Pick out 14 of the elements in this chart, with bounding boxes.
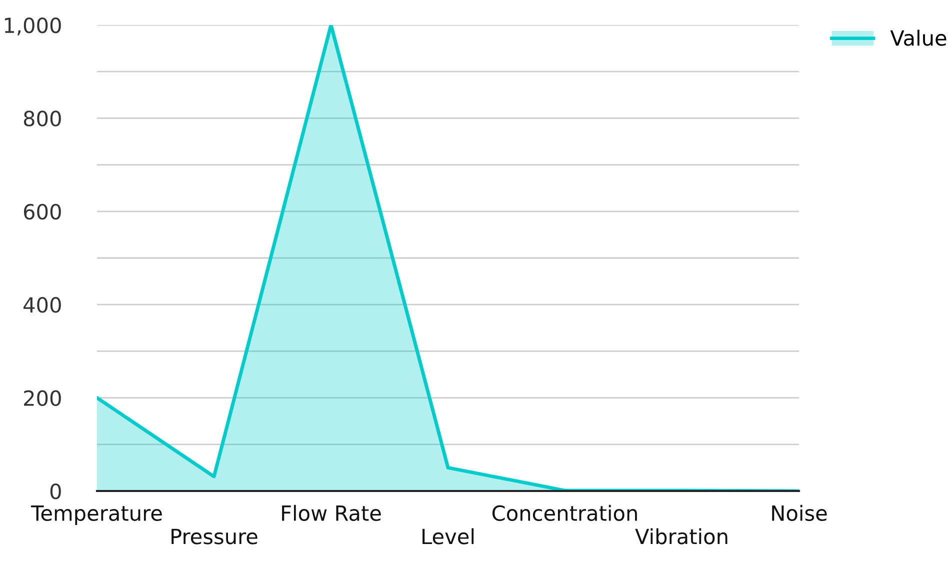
x-tick-label: Vibration [635, 528, 728, 544]
y-tick-label: 0 [50, 483, 61, 500]
y-tick-label: 200 [24, 390, 61, 406]
y-tick-label: 400 [24, 297, 61, 313]
x-tick-label: Noise [772, 504, 827, 522]
x-tick-label: Level [422, 528, 474, 544]
y-tick-label: 800 [24, 110, 61, 126]
x-tick-label: Flow Rate [282, 504, 381, 522]
x-tick-label: Concentration [492, 504, 637, 522]
x-tick-label: Pressure [172, 528, 258, 544]
y-tick-label: 1,000 [4, 17, 61, 36]
y-tick-label: 600 [24, 204, 61, 220]
legend-label: Value [890, 30, 946, 46]
x-tick-label: Temperature [30, 506, 162, 526]
